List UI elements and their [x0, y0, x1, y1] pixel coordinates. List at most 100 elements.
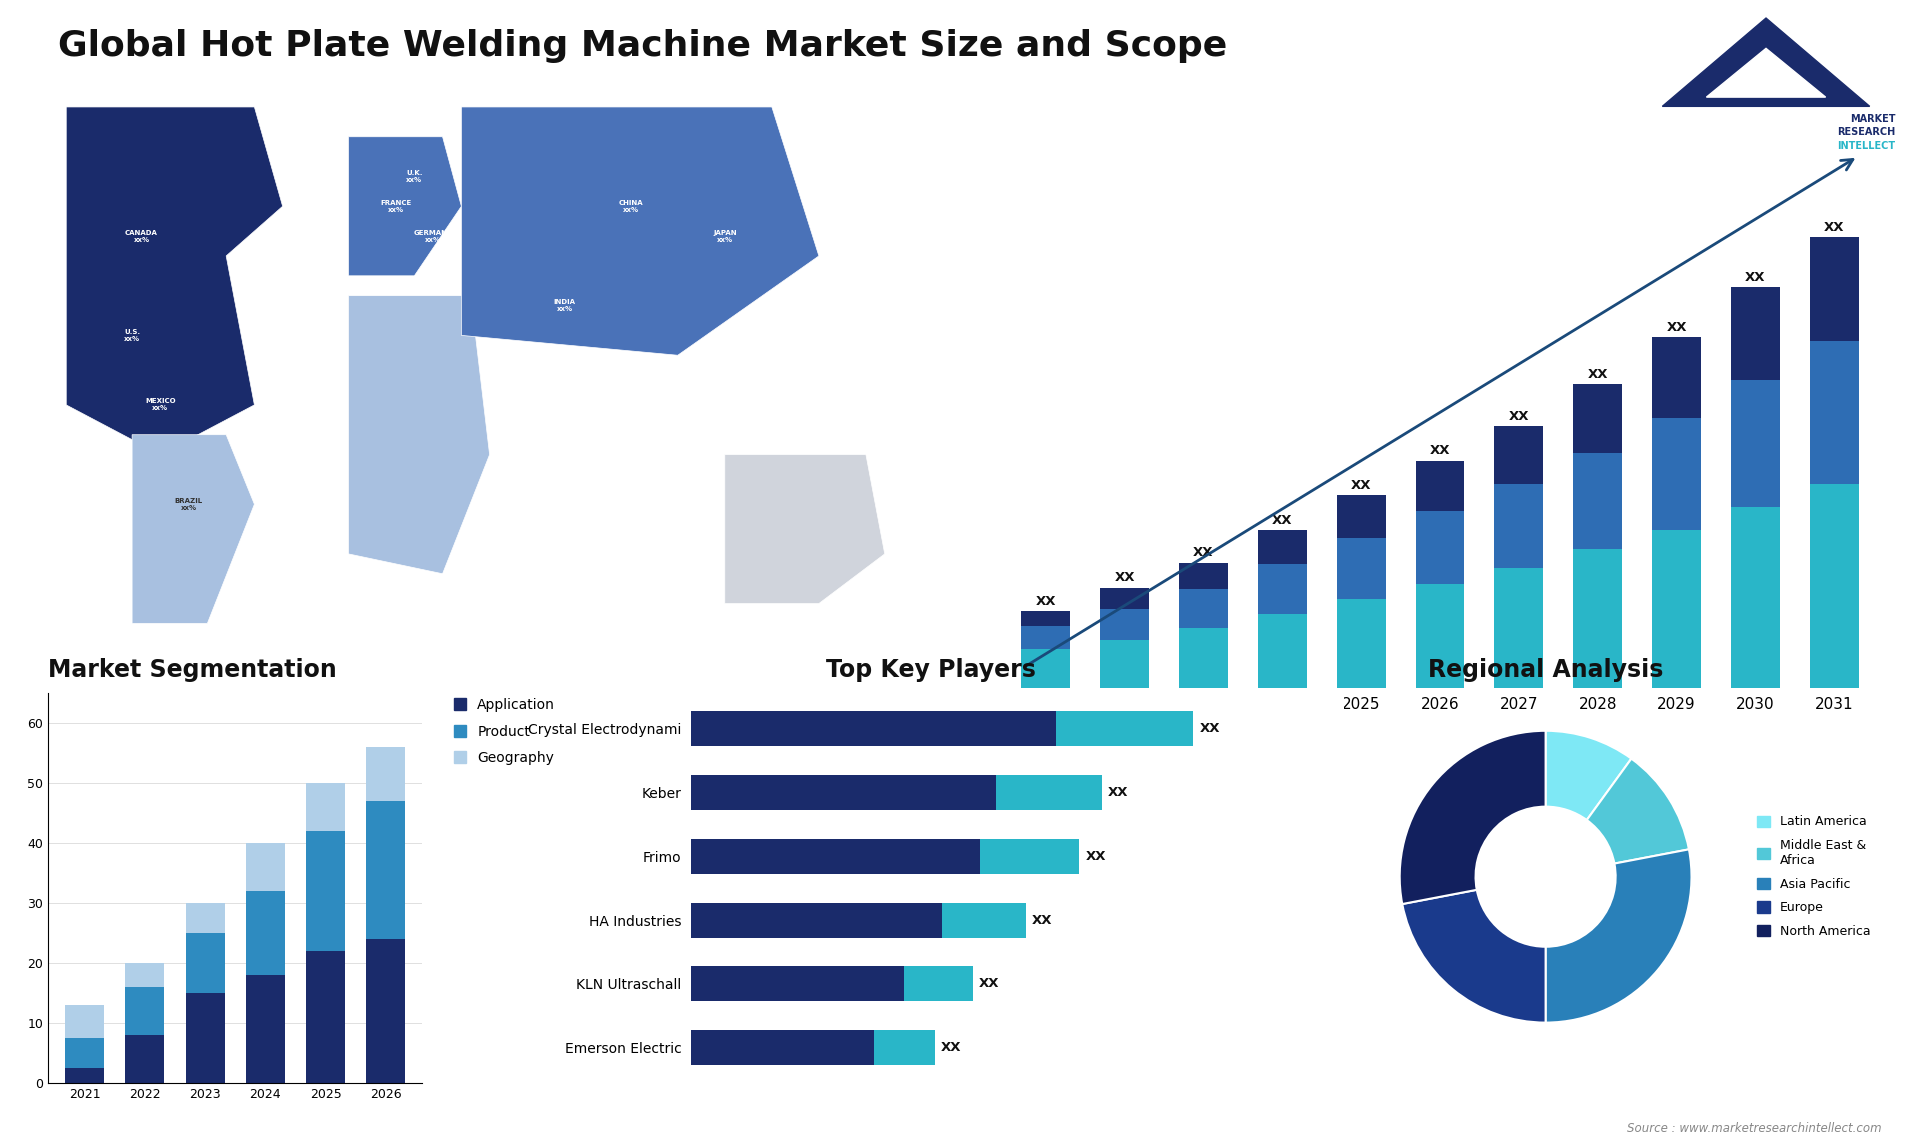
- Text: XX: XX: [1033, 913, 1052, 927]
- Text: XX: XX: [941, 1042, 962, 1054]
- Text: RESEARCH: RESEARCH: [1837, 127, 1895, 138]
- Bar: [691, 775, 996, 810]
- Bar: [367, 747, 405, 801]
- Text: INDIA
xx%: INDIA xx%: [553, 299, 576, 312]
- Bar: [305, 831, 346, 951]
- Bar: [1100, 609, 1148, 639]
- Bar: [1572, 384, 1622, 453]
- Text: Source : www.marketresearchintellect.com: Source : www.marketresearchintellect.com: [1626, 1122, 1882, 1135]
- Text: XX: XX: [1192, 547, 1213, 559]
- Bar: [1572, 549, 1622, 688]
- Wedge shape: [1546, 849, 1692, 1022]
- Wedge shape: [1586, 759, 1690, 864]
- Bar: [1732, 288, 1780, 379]
- Text: XX: XX: [1108, 786, 1129, 799]
- Bar: [1100, 639, 1148, 688]
- Bar: [125, 987, 165, 1035]
- Text: CANADA
xx%: CANADA xx%: [125, 229, 157, 243]
- Bar: [904, 966, 973, 1002]
- Bar: [1494, 426, 1544, 484]
- Text: MEXICO
xx%: MEXICO xx%: [146, 399, 175, 411]
- Text: U.K.
xx%: U.K. xx%: [407, 170, 422, 183]
- Bar: [1336, 537, 1386, 599]
- Bar: [1021, 649, 1069, 688]
- Bar: [1651, 337, 1701, 418]
- Bar: [1179, 563, 1229, 589]
- Text: Regional Analysis: Regional Analysis: [1428, 658, 1663, 682]
- Text: Top Key Players: Top Key Players: [826, 658, 1035, 682]
- Text: XX: XX: [1085, 849, 1106, 863]
- Bar: [1100, 588, 1148, 609]
- Legend: Latin America, Middle East &
Africa, Asia Pacific, Europe, North America: Latin America, Middle East & Africa, Asi…: [1753, 810, 1876, 943]
- Circle shape: [1476, 807, 1615, 947]
- Bar: [1056, 711, 1194, 746]
- Bar: [943, 903, 1025, 937]
- Polygon shape: [132, 434, 253, 623]
- Text: XX: XX: [1824, 221, 1845, 234]
- Legend: Application, Product, Geography: Application, Product, Geography: [447, 692, 561, 770]
- Bar: [246, 975, 284, 1083]
- Bar: [125, 1035, 165, 1083]
- Text: GERMANY
xx%: GERMANY xx%: [413, 229, 453, 243]
- Bar: [996, 775, 1102, 810]
- Text: XX: XX: [1430, 445, 1450, 457]
- Text: CHINA
xx%: CHINA xx%: [618, 199, 643, 213]
- Bar: [186, 933, 225, 994]
- Bar: [1494, 568, 1544, 688]
- Text: XX: XX: [1352, 479, 1371, 492]
- Bar: [125, 963, 165, 987]
- Bar: [691, 903, 943, 937]
- Bar: [1336, 495, 1386, 537]
- Bar: [1415, 583, 1465, 688]
- Bar: [981, 839, 1079, 873]
- Bar: [1415, 461, 1465, 511]
- Bar: [1732, 379, 1780, 507]
- Bar: [246, 843, 284, 892]
- Bar: [691, 711, 1056, 746]
- Polygon shape: [1663, 18, 1870, 107]
- Bar: [1258, 529, 1308, 565]
- Bar: [1258, 565, 1308, 614]
- Bar: [1572, 453, 1622, 549]
- Text: BRAZIL
xx%: BRAZIL xx%: [175, 497, 204, 511]
- Bar: [1179, 589, 1229, 628]
- Bar: [1258, 614, 1308, 688]
- Bar: [874, 1030, 935, 1066]
- Polygon shape: [1707, 48, 1826, 97]
- Bar: [367, 801, 405, 939]
- Bar: [1811, 237, 1859, 342]
- Bar: [246, 892, 284, 975]
- Polygon shape: [726, 455, 885, 604]
- Wedge shape: [1546, 731, 1632, 821]
- Text: MARKET: MARKET: [1851, 115, 1895, 124]
- Bar: [186, 903, 225, 933]
- Bar: [65, 1005, 104, 1038]
- Polygon shape: [348, 136, 461, 276]
- Bar: [65, 1038, 104, 1068]
- Bar: [305, 783, 346, 831]
- Bar: [1811, 342, 1859, 484]
- Wedge shape: [1402, 889, 1546, 1022]
- Bar: [1415, 511, 1465, 583]
- Text: XX: XX: [1745, 272, 1766, 284]
- Text: XX: XX: [1200, 722, 1219, 735]
- Text: XX: XX: [1667, 321, 1688, 335]
- Text: Market Segmentation: Market Segmentation: [48, 658, 336, 682]
- Wedge shape: [1400, 731, 1546, 904]
- Text: FRANCE
xx%: FRANCE xx%: [380, 199, 411, 213]
- Bar: [367, 939, 405, 1083]
- Text: Global Hot Plate Welding Machine Market Size and Scope: Global Hot Plate Welding Machine Market …: [58, 29, 1227, 63]
- Bar: [691, 1030, 874, 1066]
- Bar: [691, 839, 981, 873]
- Bar: [1651, 529, 1701, 688]
- Polygon shape: [65, 107, 282, 455]
- Bar: [691, 966, 904, 1002]
- Bar: [1021, 626, 1069, 649]
- Text: XX: XX: [1588, 368, 1607, 380]
- Text: XX: XX: [1114, 572, 1135, 584]
- Text: JAPAN
xx%: JAPAN xx%: [712, 229, 737, 243]
- Bar: [65, 1068, 104, 1083]
- Bar: [1494, 484, 1544, 568]
- Bar: [1336, 599, 1386, 688]
- Text: XX: XX: [1035, 595, 1056, 607]
